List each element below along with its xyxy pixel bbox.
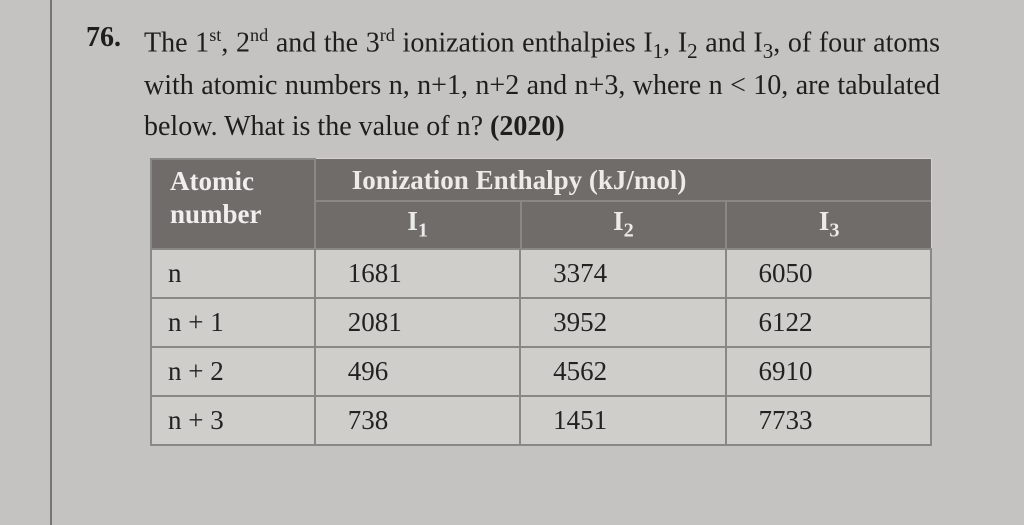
text-fragment: I — [613, 206, 624, 236]
header-atomic-line1: Atomic — [170, 166, 296, 197]
subscript: 3 — [763, 39, 774, 63]
page-content: 76. The 1st, 2nd and the 3rd ionization … — [50, 0, 990, 476]
cell-i2: 4562 — [520, 347, 725, 396]
header-ionization-group: Ionization Enthalpy (kJ/mol) I1 I2 I3 — [315, 159, 931, 249]
sub-header-row: I1 I2 I3 — [316, 200, 931, 248]
cell-i3: 6122 — [726, 298, 931, 347]
cell-i1: 2081 — [315, 298, 520, 347]
cell-i1: 1681 — [315, 249, 520, 298]
cell-i1: 738 — [315, 396, 520, 445]
ordinal-superscript: rd — [380, 25, 395, 45]
ordinal-superscript: nd — [250, 25, 268, 45]
question-number: 76. — [80, 22, 144, 54]
cell-i1: 496 — [315, 347, 520, 396]
table-row: n + 2 496 4562 6910 — [151, 347, 931, 396]
ordinal-superscript: st — [209, 25, 221, 45]
text-fragment: , of — [773, 27, 811, 58]
text-fragment: , I — [663, 27, 687, 58]
cell-i3: 7733 — [726, 396, 931, 445]
cell-i2: 3374 — [520, 249, 725, 298]
year-tag: (2020) — [490, 111, 565, 142]
subscript: 2 — [624, 219, 634, 241]
cell-atomic: n + 1 — [151, 298, 315, 347]
table-row: n + 3 738 1451 7733 — [151, 396, 931, 445]
question-text: The 1st, 2nd and the 3rd ionization enth… — [144, 22, 960, 148]
header-atomic-line2: number — [170, 199, 296, 230]
text-fragment: The 1 — [144, 27, 209, 58]
text-fragment: , 2 — [221, 27, 250, 58]
subscript: 2 — [687, 39, 698, 63]
table-row: n + 1 2081 3952 6122 — [151, 298, 931, 347]
ionization-table: Atomic number Ionization Enthalpy (kJ/mo… — [150, 158, 932, 446]
subscript: 1 — [653, 39, 664, 63]
text-fragment: I — [407, 206, 418, 236]
header-i2: I2 — [520, 200, 726, 248]
table-row: n 1681 3374 6050 — [151, 249, 931, 298]
question-block: 76. The 1st, 2nd and the 3rd ionization … — [80, 22, 960, 148]
cell-atomic: n + 3 — [151, 396, 315, 445]
subscript: 3 — [829, 219, 839, 241]
cell-i3: 6910 — [726, 347, 931, 396]
text-fragment: and the 3 — [268, 27, 380, 58]
ionization-table-wrapper: Atomic number Ionization Enthalpy (kJ/mo… — [150, 158, 932, 446]
text-fragment: and I — [698, 27, 763, 58]
text-fragment: I — [819, 206, 830, 236]
cell-atomic: n — [151, 249, 315, 298]
header-i3: I3 — [725, 200, 931, 248]
header-ionization-title: Ionization Enthalpy (kJ/mol) — [316, 159, 931, 200]
header-atomic-number: Atomic number — [151, 159, 315, 249]
cell-i3: 6050 — [726, 249, 931, 298]
text-fragment: ionization enthalpies I — [395, 27, 653, 58]
header-i1: I1 — [316, 200, 520, 248]
cell-i2: 1451 — [520, 396, 725, 445]
subscript: 1 — [418, 219, 428, 241]
cell-i2: 3952 — [520, 298, 725, 347]
cell-atomic: n + 2 — [151, 347, 315, 396]
